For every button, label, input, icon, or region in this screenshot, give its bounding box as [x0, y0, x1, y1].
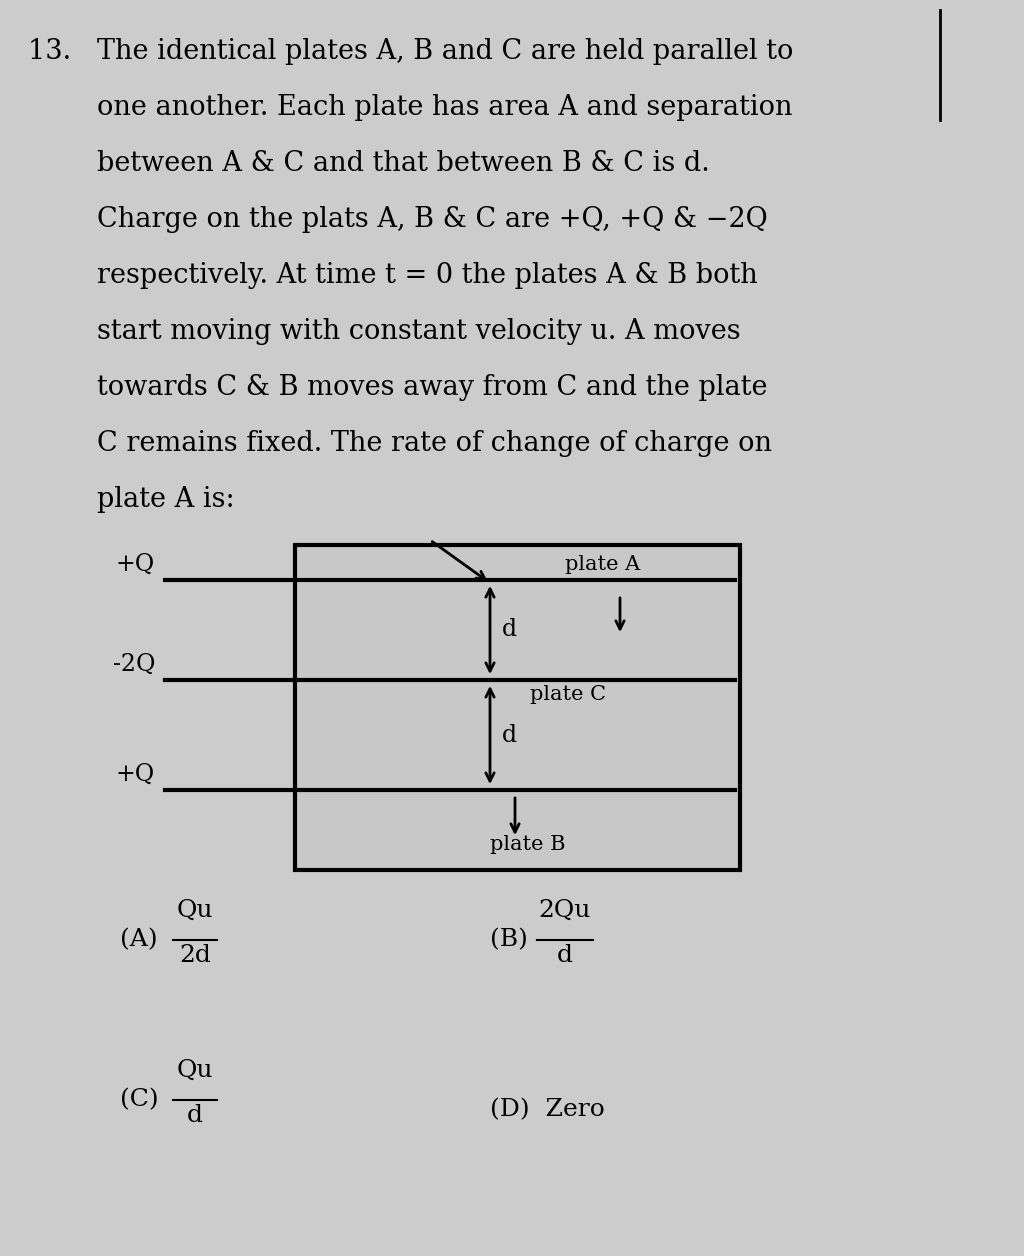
Text: plate C: plate C [530, 685, 606, 705]
Text: d: d [502, 723, 517, 746]
Text: d: d [502, 618, 517, 642]
Text: (D)  Zero: (D) Zero [490, 1099, 605, 1122]
Text: d: d [187, 1104, 203, 1127]
Text: 2Qu: 2Qu [539, 899, 591, 922]
Text: start moving with constant velocity u. A moves: start moving with constant velocity u. A… [28, 318, 740, 345]
Text: plate A is:: plate A is: [28, 486, 234, 512]
Text: C remains fixed. The rate of change of charge on: C remains fixed. The rate of change of c… [28, 430, 772, 457]
Text: +Q: +Q [116, 553, 155, 577]
Text: towards C & B moves away from C and the plate: towards C & B moves away from C and the … [28, 374, 768, 401]
Text: 13.   The identical plates A, B and C are held parallel to: 13. The identical plates A, B and C are … [28, 38, 794, 65]
Text: Charge on the plats A, B & C are +Q, +Q & −2Q: Charge on the plats A, B & C are +Q, +Q … [28, 206, 768, 234]
Text: plate B: plate B [490, 835, 565, 854]
Text: 2d: 2d [179, 945, 211, 967]
Text: plate A: plate A [565, 555, 640, 574]
Text: Qu: Qu [177, 899, 213, 922]
Text: +Q: +Q [116, 762, 155, 786]
Text: -2Q: -2Q [113, 653, 155, 676]
Text: (C): (C) [120, 1089, 159, 1112]
Text: between A & C and that between B & C is d.: between A & C and that between B & C is … [28, 149, 710, 177]
Text: d: d [557, 945, 573, 967]
Text: respectively. At time t = 0 the plates A & B both: respectively. At time t = 0 the plates A… [28, 263, 758, 289]
Text: one another. Each plate has area A and separation: one another. Each plate has area A and s… [28, 94, 793, 121]
Text: Qu: Qu [177, 1059, 213, 1081]
Text: (B): (B) [490, 928, 528, 952]
Text: (A): (A) [120, 928, 158, 952]
Bar [295, 545, 740, 870]
